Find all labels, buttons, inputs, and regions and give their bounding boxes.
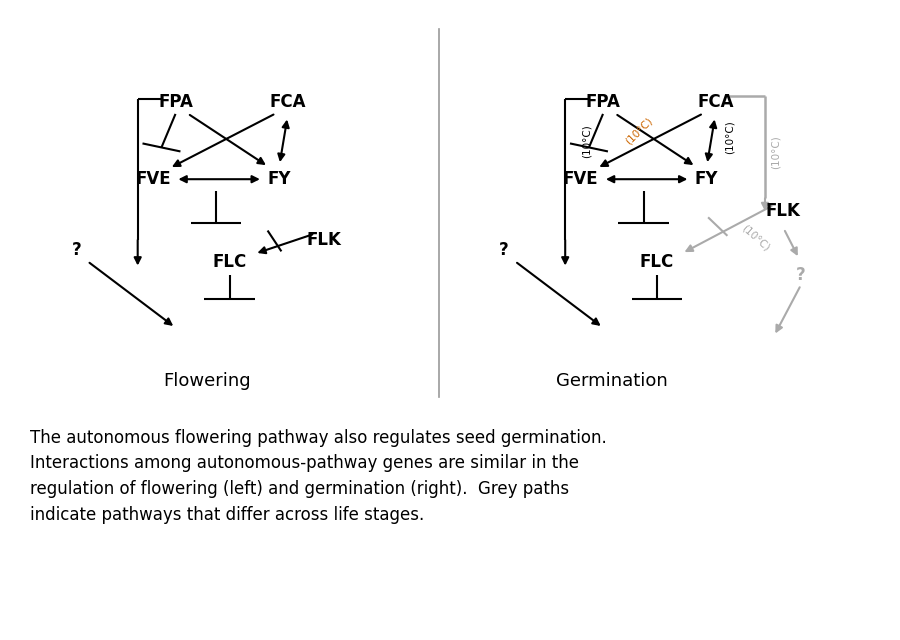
Text: FCA: FCA (270, 93, 306, 111)
Text: (10°C): (10°C) (770, 135, 781, 169)
Text: FLC: FLC (212, 253, 247, 271)
Text: (10°C): (10°C) (740, 223, 772, 253)
Text: ?: ? (500, 241, 508, 259)
Text: The autonomous flowering pathway also regulates seed germination.
Interactions a: The autonomous flowering pathway also re… (30, 429, 607, 524)
Text: (10°C): (10°C) (724, 121, 735, 154)
Text: FCA: FCA (698, 93, 733, 111)
Text: Flowering: Flowering (163, 372, 251, 390)
Text: FPA: FPA (586, 93, 620, 111)
Text: FLC: FLC (640, 253, 674, 271)
Text: (10°C): (10°C) (581, 124, 592, 157)
Text: FLK: FLK (766, 202, 800, 220)
Text: ?: ? (796, 266, 806, 284)
Text: FY: FY (267, 170, 291, 188)
Text: Germination: Germination (556, 372, 668, 390)
Text: FVE: FVE (135, 170, 171, 188)
Text: (10°C): (10°C) (624, 116, 654, 147)
Text: FPA: FPA (158, 93, 193, 111)
Text: ?: ? (72, 241, 81, 259)
Text: FVE: FVE (562, 170, 598, 188)
Text: FLK: FLK (307, 231, 341, 249)
Text: FY: FY (695, 170, 718, 188)
